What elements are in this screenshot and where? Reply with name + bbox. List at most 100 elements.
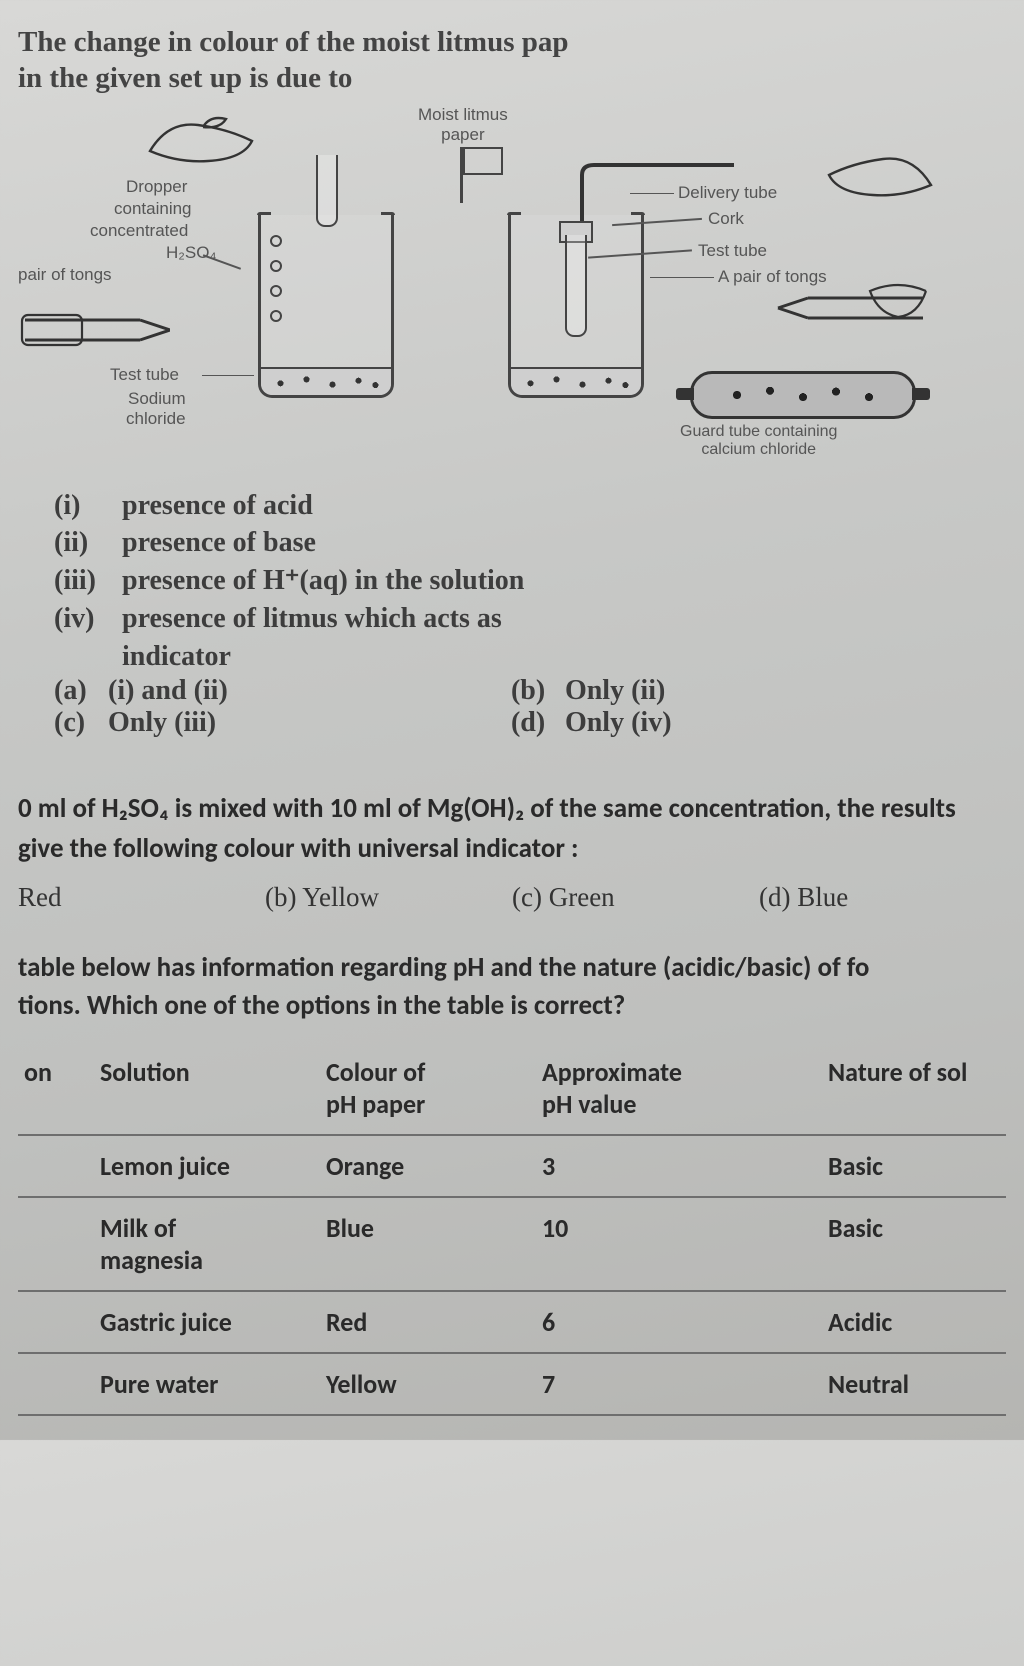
label-delivery-tube: Delivery tube	[678, 183, 777, 203]
col-nature: Nature of sol	[822, 1042, 1006, 1135]
right-sediment	[511, 367, 641, 395]
q1-letter-options: (a)(i) and (ii) (b)Only (ii) (c)Only (ii…	[54, 675, 1006, 739]
q2-option-b: (b) Yellow	[265, 882, 512, 913]
cell-ph: 6	[536, 1291, 822, 1353]
q2-option-c: (c) Green	[512, 882, 759, 913]
left-sediment	[261, 367, 391, 395]
label-concentrated: concentrated	[90, 221, 188, 241]
label-text: paper	[441, 125, 484, 144]
label-moist-litmus: Moist litmus paper	[418, 105, 508, 145]
col-ph: Approximate pH value	[536, 1042, 822, 1135]
q1-title-line2: in the given set up is due to	[18, 62, 352, 94]
cell-solution: Lemon juice	[94, 1135, 320, 1197]
label-containing: containing	[114, 199, 192, 219]
q3-line: tions. Which one of the options in the t…	[18, 989, 625, 1022]
q1-title: The change in colour of the moist litmus…	[18, 24, 1006, 97]
bubble-icon	[270, 310, 282, 322]
cell-colour: Orange	[320, 1135, 536, 1197]
bubble-icon	[270, 235, 282, 247]
q2-option-d: (d) Blue	[759, 882, 1006, 913]
litmus-paper-icon	[463, 147, 503, 175]
table-header-row: on Solution Colour of pH paper Approxima…	[18, 1042, 1006, 1135]
label-text: Guard tube containing	[680, 423, 837, 440]
option-text: Only (iv)	[565, 707, 672, 738]
leader-line	[650, 277, 714, 279]
col-ph-text: Approximate pH value	[542, 1056, 682, 1120]
q3-stem: table below has information regarding pH…	[18, 949, 1006, 1025]
table-row: Milk of magnesia Blue 10 Basic	[18, 1197, 1006, 1291]
q1-roman-list: (i)presence of acid (ii)presence of base…	[54, 487, 1006, 676]
col-on: on	[18, 1042, 94, 1135]
inner-test-tube	[565, 235, 587, 337]
roman-item: indicator	[54, 638, 1006, 676]
label-pair-tongs-l: pair of tongs	[18, 265, 112, 285]
q2-option-a: Red	[18, 882, 265, 913]
option-c: (c)Only (iii)	[54, 707, 511, 739]
cell-nature: Basic	[822, 1135, 1006, 1197]
hand-dropper-icon	[148, 111, 258, 171]
guard-tube-icon	[690, 371, 916, 419]
cell-ph: 10	[536, 1197, 822, 1291]
label-text: calcium chloride	[701, 441, 816, 458]
q2-line: give the following colour with universal…	[18, 832, 579, 865]
q2-stem: 0 ml of H₂SO₄ is mixed with 10 ml of Mg(…	[18, 789, 1006, 867]
experiment-diagram: Moist litmus paper Dropper containing co…	[18, 105, 978, 475]
bubble-icon	[270, 260, 282, 272]
col-solution: Solution	[94, 1042, 320, 1135]
q3-line: table below has information regarding pH…	[18, 951, 869, 984]
label-pair-tongs-r: A pair of tongs	[718, 267, 827, 287]
roman-item: (iv)presence of litmus which acts as	[54, 600, 1006, 638]
label-test-tube-l: Test tube	[110, 365, 179, 385]
cell-nature: Acidic	[822, 1291, 1006, 1353]
roman-item: (iii)presence of H⁺(aq) in the solution	[54, 562, 1006, 600]
roman-text: presence of acid	[122, 490, 313, 521]
roman-text: presence of H⁺(aq) in the solution	[122, 565, 524, 596]
label-dropper: Dropper	[126, 177, 187, 197]
q2-line: 0 ml of H₂SO₄ is mixed with 10 ml of Mg(…	[18, 792, 956, 825]
cell-ph: 7	[536, 1353, 822, 1415]
hand-tongs-right-icon	[768, 283, 938, 343]
cell-solution: Gastric juice	[94, 1291, 320, 1353]
table-row: Gastric juice Red 6 Acidic	[18, 1291, 1006, 1353]
cell-solution: Pure water	[94, 1353, 320, 1415]
label-text: Moist litmus	[418, 105, 508, 124]
option-text: (i) and (ii)	[108, 675, 228, 706]
table-row: Lemon juice Orange 3 Basic	[18, 1135, 1006, 1197]
label-chloride: chloride	[126, 409, 186, 429]
right-beaker	[508, 215, 644, 398]
col-colour: Colour of pH paper	[320, 1042, 536, 1135]
option-b: (b)Only (ii)	[511, 675, 968, 707]
roman-text: presence of litmus which acts as	[122, 603, 502, 634]
cell-colour: Red	[320, 1291, 536, 1353]
ph-table-body: Lemon juice Orange 3 Basic Milk of magne…	[18, 1135, 1006, 1415]
q1-title-line1: The change in colour of the moist litmus…	[18, 26, 569, 58]
cell-nature: Neutral	[822, 1353, 1006, 1415]
roman-item: (i)presence of acid	[54, 487, 1006, 525]
label-sodium: Sodium	[128, 389, 186, 409]
option-text: Only (ii)	[565, 675, 665, 706]
left-dropper-tube	[316, 155, 338, 227]
hand-tongs-left-icon	[20, 305, 170, 365]
label-h2so4: H₂SO₄	[166, 243, 216, 263]
leader-line	[202, 375, 254, 377]
label-cork: Cork	[708, 209, 744, 229]
roman-item: (ii)presence of base	[54, 524, 1006, 562]
option-a: (a)(i) and (ii)	[54, 675, 511, 707]
option-d: (d)Only (iv)	[511, 707, 968, 739]
ph-table: on Solution Colour of pH paper Approxima…	[18, 1042, 1006, 1416]
roman-text: presence of base	[122, 527, 316, 558]
q2-options: Red (b) Yellow (c) Green (d) Blue	[18, 882, 1006, 913]
table-row: Pure water Yellow 7 Neutral	[18, 1353, 1006, 1415]
cell-colour: Blue	[320, 1197, 536, 1291]
hand-dropper-right-icon	[798, 145, 958, 205]
label-test-tube-r: Test tube	[698, 241, 767, 261]
cell-solution: Milk of magnesia	[94, 1197, 320, 1291]
leader-line	[630, 193, 674, 195]
label-guard-tube: Guard tube containing calcium chloride	[680, 423, 837, 459]
col-colour-text: Colour of pH paper	[326, 1056, 425, 1120]
option-text: Only (iii)	[108, 707, 216, 738]
cell-ph: 3	[536, 1135, 822, 1197]
cell-nature: Basic	[822, 1197, 1006, 1291]
bubble-icon	[270, 285, 282, 297]
cell-colour: Yellow	[320, 1353, 536, 1415]
